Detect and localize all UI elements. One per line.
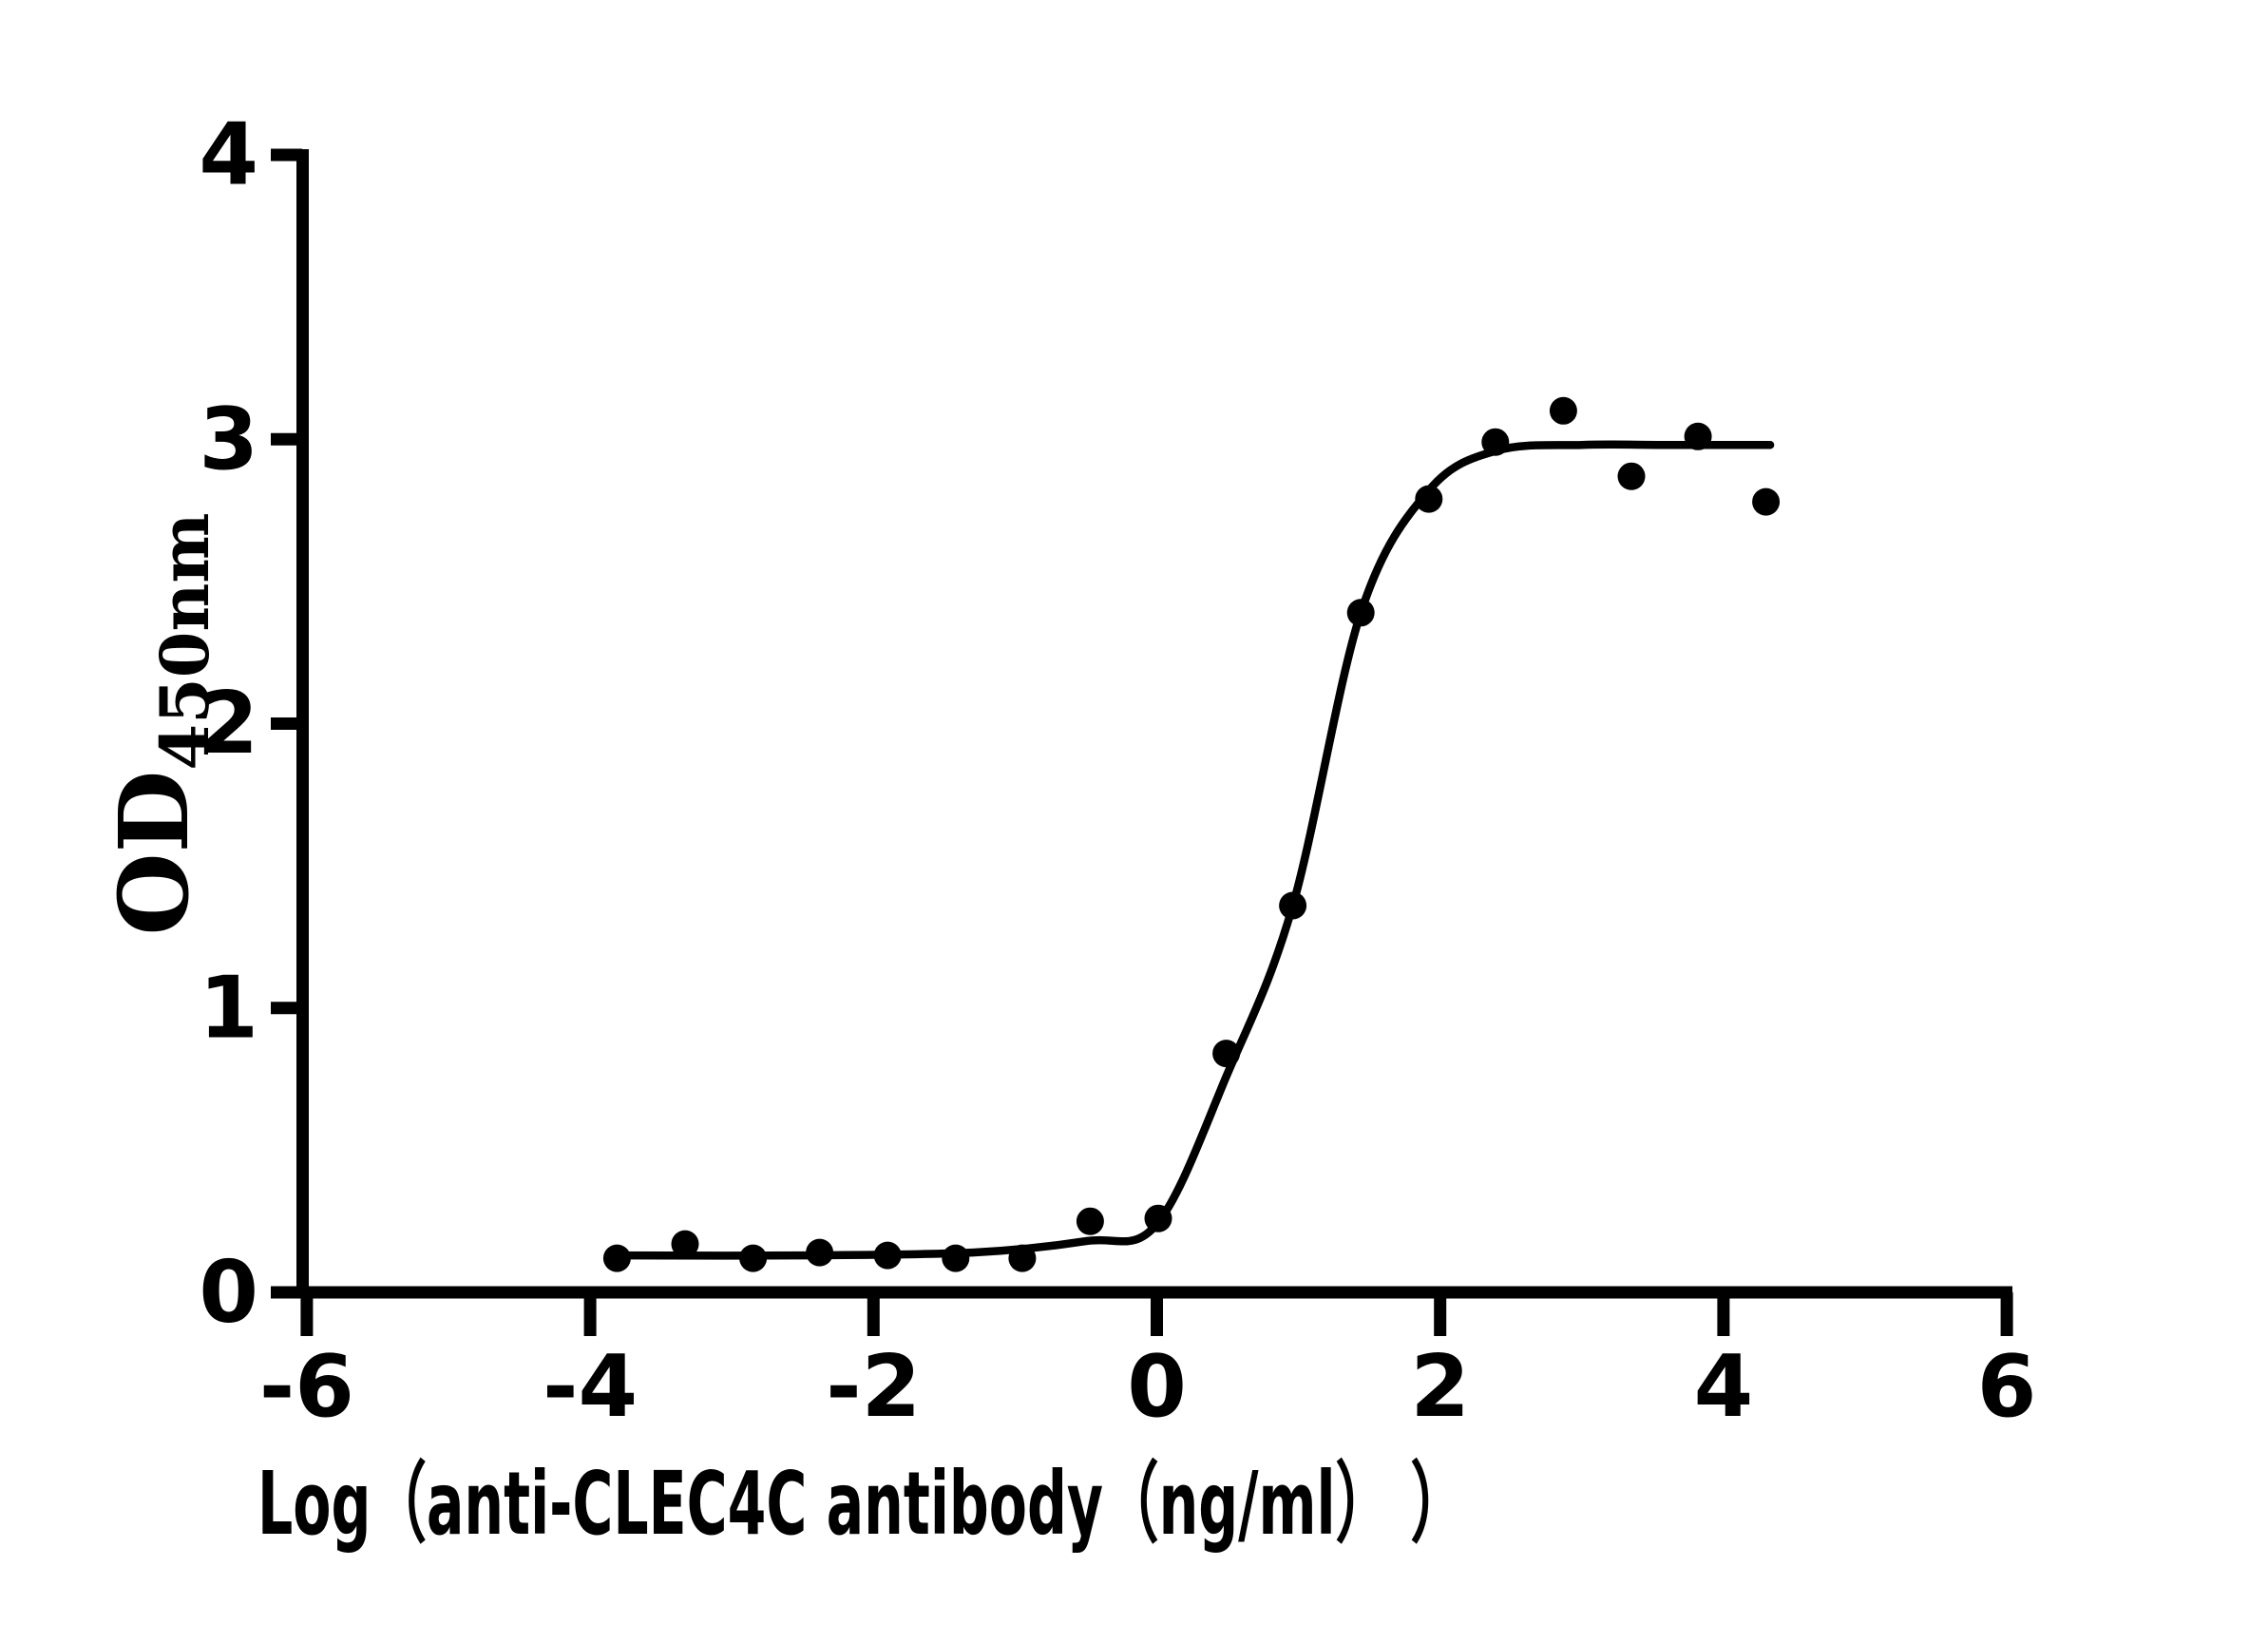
data-point bbox=[1481, 428, 1510, 456]
y-tick-label: 0 bbox=[199, 1243, 258, 1343]
data-point bbox=[1415, 485, 1443, 513]
fit-curve bbox=[610, 440, 1775, 1260]
y-axis-title-base: OD bbox=[98, 771, 210, 936]
data-point bbox=[806, 1238, 834, 1267]
data-point bbox=[873, 1241, 902, 1270]
y-tick-label: 2 bbox=[199, 674, 258, 774]
x-tick-label: 4 bbox=[1694, 1337, 1754, 1437]
data-point bbox=[1144, 1204, 1172, 1232]
x-tick-label: 0 bbox=[1127, 1337, 1187, 1437]
data-point bbox=[1346, 599, 1375, 627]
data-point bbox=[1752, 487, 1781, 516]
y-axis-ticks: 0 1 2 3 4 bbox=[199, 105, 302, 1343]
x-tick-label: 2 bbox=[1410, 1337, 1470, 1437]
x-tick-label: -2 bbox=[826, 1337, 921, 1437]
data-point bbox=[602, 1244, 631, 1272]
data-point bbox=[1076, 1207, 1104, 1235]
data-point bbox=[1549, 396, 1577, 425]
x-tick-label: -4 bbox=[543, 1337, 638, 1437]
data-point bbox=[1008, 1244, 1037, 1272]
data-point bbox=[739, 1244, 768, 1272]
x-axis-ticks: -6 -4 -2 0 2 4 6 bbox=[259, 1292, 2037, 1437]
x-tick-label: -6 bbox=[259, 1337, 354, 1437]
x-axis-title: Log（anti-CLEC4C antibody（ng/ml） ） bbox=[257, 1453, 1466, 1555]
y-tick-label: 4 bbox=[199, 105, 258, 205]
data-point bbox=[942, 1244, 970, 1272]
y-tick-label: 3 bbox=[199, 390, 258, 489]
data-points bbox=[602, 396, 1781, 1272]
y-axis-title-subscript: 450nm bbox=[145, 513, 224, 771]
data-point bbox=[671, 1230, 699, 1258]
axes bbox=[296, 149, 2012, 1299]
data-point bbox=[1279, 891, 1307, 920]
x-tick-label: 6 bbox=[1977, 1337, 2037, 1437]
y-tick-label: 1 bbox=[199, 958, 258, 1058]
data-point bbox=[1212, 1040, 1241, 1068]
data-point bbox=[1617, 462, 1646, 490]
y-axis-title: OD450nm bbox=[98, 513, 224, 936]
data-point bbox=[1684, 422, 1712, 450]
